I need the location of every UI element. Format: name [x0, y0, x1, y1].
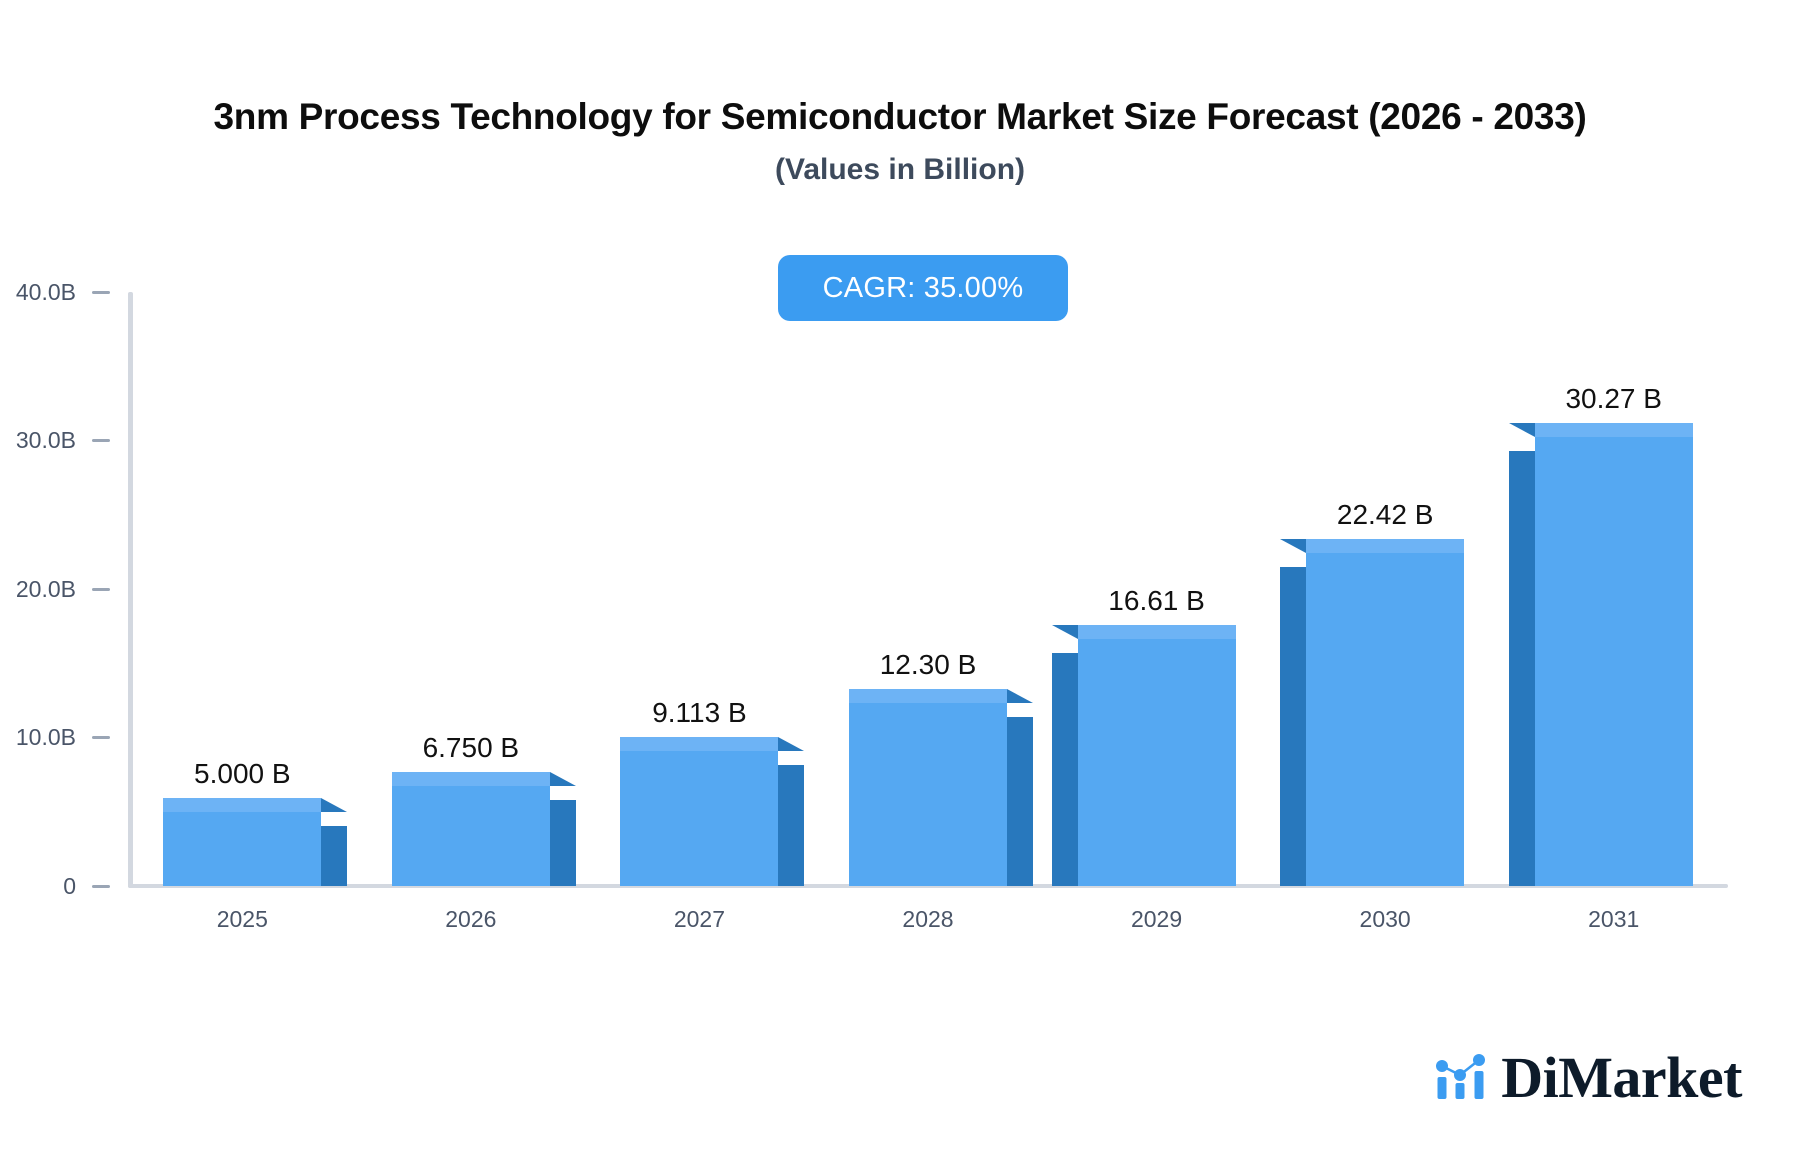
y-axis-tick-mark: [92, 439, 110, 442]
bar-top-face: [620, 736, 779, 751]
bar-top-bevel: [1280, 539, 1307, 554]
y-axis-tick-mark: [92, 884, 110, 888]
bar[interactable]: 6.750 B: [391, 732, 576, 886]
bar-side-face: [321, 825, 348, 886]
x-axis-tick-label: 2029: [1130, 906, 1183, 932]
bar-side-face: [1508, 450, 1535, 886]
bar-top-bevel: [778, 736, 805, 751]
bar-body: [1280, 539, 1465, 886]
bar-side-face: [1007, 717, 1033, 886]
x-axis-line: [128, 884, 1728, 888]
bar-chart-dots-icon: [1433, 1047, 1489, 1108]
bar-side-face: [1051, 653, 1078, 886]
bar-top-face: [163, 797, 322, 812]
y-axis-tick-mark: [92, 736, 110, 739]
y-axis-line: [128, 292, 133, 888]
bar-body: [163, 797, 348, 886]
y-axis-tick: 10.0B: [0, 724, 128, 751]
bar-value-label: 6.750 B: [422, 731, 520, 763]
x-axis-tick-label: 2025: [216, 906, 268, 932]
y-axis-tick-label: 0: [63, 872, 76, 899]
bar-top-bevel: [1007, 689, 1033, 704]
bar-top-face: [1306, 539, 1465, 554]
y-axis-tick: 30.0B: [0, 427, 128, 454]
bar-value-label: 9.113 B: [652, 696, 747, 728]
chart-header: 3nm Process Technology for Semiconductor…: [0, 96, 1800, 187]
y-axis-tick: 20.0B: [0, 576, 128, 602]
bar-top-bevel: [1508, 422, 1535, 437]
bar-body: [849, 689, 1033, 886]
bar-top-face: [391, 771, 550, 786]
bar-value-label: 12.30 B: [879, 649, 977, 681]
bar-front-face: [849, 703, 1007, 886]
bar[interactable]: 12.30 B: [849, 649, 1033, 886]
x-axis-tick-label: 2030: [1359, 906, 1411, 932]
chart-title: 3nm Process Technology for Semiconductor…: [213, 96, 1587, 137]
bar-top-face: [1077, 625, 1236, 640]
y-axis-tick: 0: [0, 873, 128, 899]
y-axis-tick: 40.0B: [0, 279, 128, 305]
y-axis-tick-mark: [92, 587, 110, 591]
bar-front-face: [1534, 436, 1693, 886]
bar-top-bevel: [321, 797, 348, 812]
bar-top-bevel: [1051, 625, 1078, 640]
x-axis-tick-label: 2028: [902, 906, 954, 932]
bar[interactable]: 22.42 B: [1280, 499, 1465, 886]
bar[interactable]: 16.61 B: [1051, 585, 1236, 886]
bar-front-face: [163, 811, 322, 886]
y-axis-tick-label: 10.0B: [15, 724, 76, 750]
y-axis-tick-label: 20.0B: [15, 575, 76, 602]
bar-value-label: 22.42 B: [1336, 499, 1434, 531]
bar-top-face: [1534, 422, 1693, 437]
logo-text: DiMarket: [1501, 1044, 1742, 1110]
dimarket-logo: DiMarket: [1433, 1047, 1742, 1108]
bar-body: [391, 771, 576, 886]
bar-body: [620, 736, 805, 886]
bar-front-face: [1306, 553, 1465, 886]
y-axis-tick-label: 30.0B: [15, 427, 76, 453]
bar-front-face: [391, 785, 550, 886]
bar-top-bevel: [549, 771, 576, 786]
bar-side-face: [1280, 567, 1307, 886]
y-axis-tick-mark: [92, 290, 110, 294]
bar[interactable]: 5.000 B: [163, 758, 348, 886]
bar[interactable]: 30.27 B: [1508, 383, 1693, 886]
x-axis-tick-label: 2026: [445, 906, 497, 932]
bar-front-face: [620, 750, 779, 886]
bar-body: [1508, 422, 1693, 886]
bar-value-label: 30.27 B: [1565, 382, 1662, 414]
bar-value-label: 16.61 B: [1108, 585, 1205, 617]
x-axis-tick-label: 2027: [673, 906, 726, 932]
bar-body: [1051, 625, 1236, 886]
bar-value-label: 5.000 B: [194, 757, 291, 789]
bar-side-face: [549, 799, 576, 886]
bar-front-face: [1077, 639, 1236, 886]
bar-side-face: [778, 764, 805, 886]
bar[interactable]: 9.113 B: [620, 697, 805, 886]
x-axis-tick-label: 2031: [1588, 906, 1640, 932]
bar-top-face: [849, 689, 1007, 704]
cagr-badge: CAGR: 35.00%: [778, 255, 1068, 321]
chart-subtitle: (Values in Billion): [774, 152, 1026, 186]
y-axis-tick-label: 40.0B: [15, 278, 76, 305]
